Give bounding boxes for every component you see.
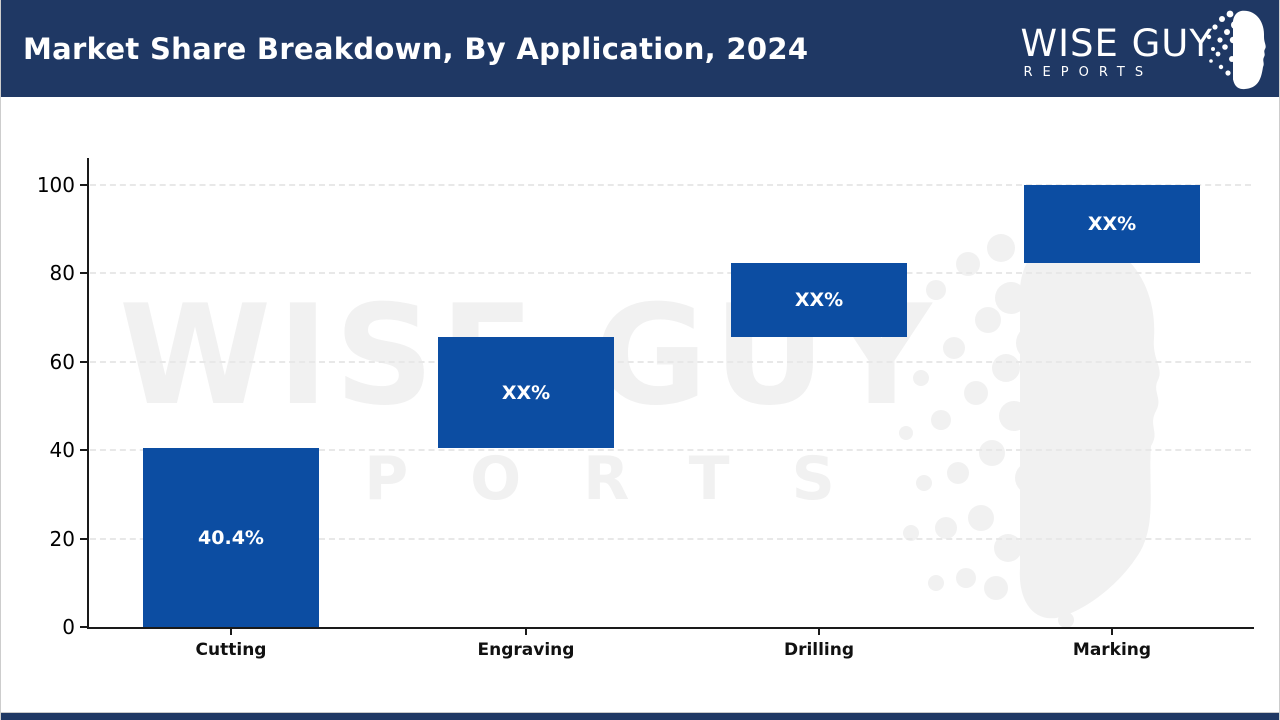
bar-value-label: XX% [501,381,551,404]
y-tick-mark [80,626,88,628]
x-tick-mark [525,629,527,635]
footer-bar [1,713,1279,720]
gridline [90,272,1251,275]
footer-divider [1,712,1279,713]
x-tick-mark [1111,629,1113,635]
bar-value-label: 40.4% [198,526,264,549]
bar-engraving [438,337,614,449]
logo-text: WISE GUY REPORTS [1021,25,1213,80]
gridline [90,537,1251,540]
gridline [90,184,1251,186]
category-label-cutting: Cutting [195,640,267,660]
x-axis [87,627,1254,629]
watermark-face-icon [899,234,1160,628]
y-tick-label: 80 [49,261,75,286]
logo-wordmark: WISE GUY [1020,21,1213,65]
y-tick-mark [80,360,88,363]
x-tick-mark [230,629,232,635]
y-tick-label: 40 [49,438,75,463]
y-tick-mark [80,184,88,186]
bar-value-label: XX% [1087,213,1137,236]
y-axis [87,158,89,629]
category-label-engraving: Engraving [477,640,575,660]
gridline [90,449,1251,452]
x-tick-mark [818,629,820,635]
category-label-marking: Marking [1072,640,1152,660]
y-tick-mark [80,272,88,275]
bar-value-label: XX% [794,289,844,312]
gridline [90,360,1251,363]
bar-marking [1024,185,1200,264]
wise-guy-logo: WISE GUY REPORTS [1021,9,1267,90]
y-tick-mark [80,537,88,540]
bar-drilling [731,263,907,338]
category-label-drilling: Drilling [783,640,855,660]
y-tick-label: 100 [36,173,75,197]
chart-area: WISE GUY REPORTS 0 20 40 60 80 100 40.4% XX [1,97,1279,712]
y-tick-label: 20 [49,526,75,551]
y-tick-mark [80,449,88,452]
page-title: Market Share Breakdown, By Application, … [23,31,809,66]
y-tick-label: 60 [49,349,75,374]
header: Market Share Breakdown, By Application, … [1,0,1279,97]
logo-subtext: REPORTS [1023,64,1154,80]
bar-cutting [143,448,319,627]
y-tick-label: 0 [62,615,75,639]
logo-face-icon [1206,10,1266,90]
